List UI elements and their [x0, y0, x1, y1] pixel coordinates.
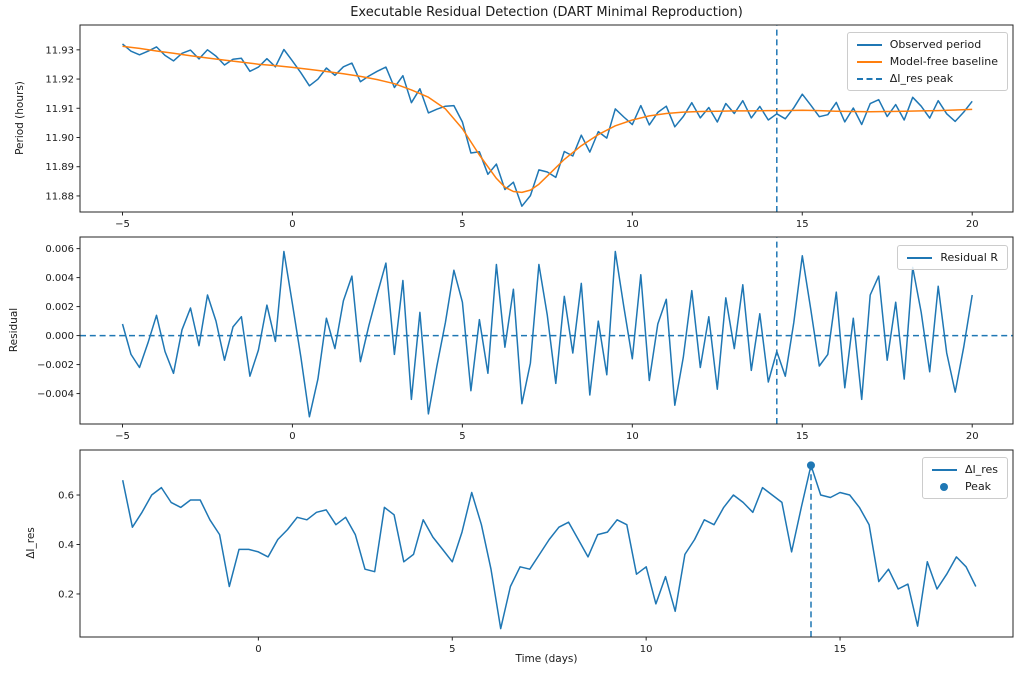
solid-line-icon: [931, 468, 957, 471]
legend-entry: Model-free baseline: [856, 55, 998, 68]
observed-period-line: [122, 43, 973, 207]
solid-line-icon: [856, 43, 882, 46]
x-tick-label: 10: [626, 219, 639, 230]
y-tick-label: 11.90: [45, 133, 74, 144]
x-tick-label: 10: [640, 644, 653, 655]
legend-entry: Residual R: [907, 251, 998, 264]
y-axis-label-residual: Residual: [8, 307, 20, 353]
y-axis-label-period: Period (hours): [14, 81, 26, 155]
legend-label: ΔI_res peak: [889, 72, 954, 85]
legend-residual: Residual R: [897, 245, 1008, 270]
residual-line: [121, 250, 973, 418]
x-tick-label: −5: [115, 219, 130, 230]
delta-line: [121, 464, 977, 630]
x-tick-label: 20: [966, 431, 979, 442]
y-tick-label: 0.2: [58, 589, 74, 600]
legend-entry: Peak: [932, 480, 998, 493]
y-tick-label: 11.93: [45, 45, 74, 56]
legend-label: ΔI_res: [964, 463, 998, 476]
axes-frame: [79, 24, 1014, 213]
solid-line-icon: [856, 60, 882, 63]
panel-period: −5 0 5 10 15 20 11.88 11.89 11.90 11.91 11.92 11.93: [45, 24, 1014, 230]
y-tick-label: 0.004: [45, 273, 74, 284]
x-tick-label: 5: [459, 219, 465, 230]
legend-label: Residual R: [940, 251, 998, 264]
legend-entry: ΔI_res: [931, 463, 998, 476]
peak-marker: [806, 461, 815, 470]
x-tick-label: 10: [626, 431, 639, 442]
legend-label: Model-free baseline: [889, 55, 998, 68]
x-tick-label: −5: [115, 431, 130, 442]
axes-frame: [79, 449, 1014, 638]
y-tick-label: 11.91: [45, 104, 74, 115]
y-tick-label: −0.004: [37, 389, 74, 400]
solid-line-icon: [907, 256, 933, 259]
legend-entry: Observed period: [856, 38, 998, 51]
dot-marker-icon: [932, 482, 957, 491]
legend-label: Peak: [964, 480, 992, 493]
x-tick-label: 0: [289, 219, 295, 230]
model-free-baseline-line: [122, 45, 973, 194]
y-tick-label: −0.002: [37, 360, 74, 371]
legend-period: Observed period Model-free baseline ΔI_res…: [846, 32, 1008, 91]
y-tick-label: 0.006: [45, 244, 74, 255]
y-axis-label-delta: ΔI_res: [25, 527, 37, 559]
legend-delta: ΔI_res Peak: [921, 457, 1008, 499]
y-tick-label: 11.92: [45, 75, 74, 86]
x-tick-label: 20: [966, 219, 979, 230]
y-tick-label: 0.000: [45, 331, 74, 342]
figure-title: Executable Residual Detection (DART Mini…: [350, 5, 743, 20]
x-tick-label: 0: [289, 431, 295, 442]
x-tick-label: 15: [796, 219, 809, 230]
y-tick-label: 11.88: [45, 191, 74, 202]
x-tick-label: 15: [796, 431, 809, 442]
axes-frame: [79, 236, 1014, 425]
x-tick-label: 15: [834, 644, 847, 655]
legend-label: Observed period: [889, 38, 982, 51]
x-tick-label: 5: [449, 644, 455, 655]
panel-residual: −5 0 5 10 15 20 −0.004 −0.002 0.000 0.002 0.004 0.0…: [37, 236, 1014, 442]
dashed-line-icon: [856, 77, 882, 80]
y-tick-label: 0.002: [45, 302, 74, 313]
panel-delta: 0 5 10 15 0.2 0.4 0.6: [58, 449, 1014, 655]
legend-entry: ΔI_res peak: [856, 72, 998, 85]
x-tick-label: 5: [459, 431, 465, 442]
y-tick-label: 11.89: [45, 162, 74, 173]
y-tick-label: 0.4: [58, 540, 74, 551]
y-tick-label: 0.6: [58, 491, 74, 502]
x-tick-label: 0: [255, 644, 261, 655]
x-axis-label: Time (days): [515, 653, 578, 665]
